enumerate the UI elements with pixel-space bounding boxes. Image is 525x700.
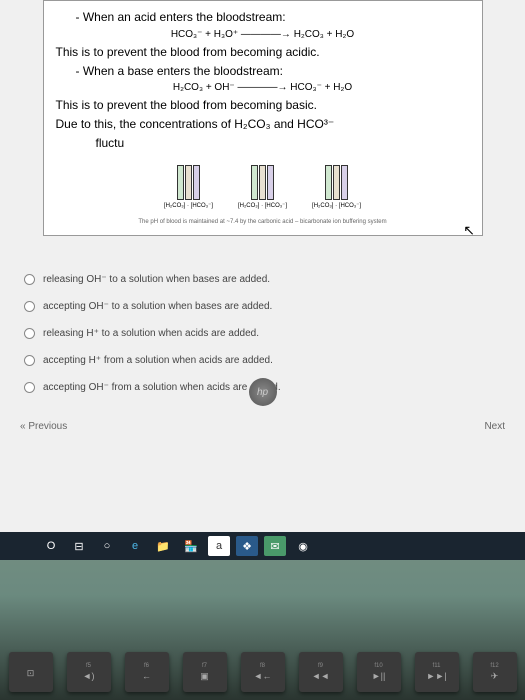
- taskview-icon[interactable]: ⊟: [68, 536, 90, 556]
- radio-icon[interactable]: [24, 301, 35, 312]
- quiz-screen: - When an acid enters the bloodstream: H…: [0, 0, 525, 560]
- option-text: accepting OH⁻ to a solution when bases a…: [43, 301, 272, 312]
- dropbox-icon[interactable]: ❖: [236, 536, 258, 556]
- key: f9◄◄: [299, 652, 343, 692]
- radio-icon[interactable]: [24, 382, 35, 393]
- next-button[interactable]: Next: [484, 421, 505, 432]
- mail-icon[interactable]: ✉: [264, 536, 286, 556]
- key: ⊡: [9, 652, 53, 692]
- edge-icon[interactable]: e: [124, 536, 146, 556]
- equation-2: H₂CO₃ + OH⁻ ————→ HCO₃⁻ + H₂O: [56, 81, 470, 95]
- equation-1: HCO₃⁻ + H₃O⁺ ————→ H₂CO₃ + H₂O: [56, 28, 470, 42]
- option-row[interactable]: releasing H⁺ to a solution when acids ar…: [20, 320, 505, 347]
- option-text: releasing OH⁻ to a solution when bases a…: [43, 274, 270, 285]
- key: f12✈: [473, 652, 517, 692]
- option-row[interactable]: accepting H⁺ from a solution when acids …: [20, 347, 505, 374]
- option-text: accepting H⁺ from a solution when acids …: [43, 355, 273, 366]
- text-line: This is to prevent the blood from becomi…: [56, 97, 470, 114]
- bar-group: [H₂CO₃] · [HCO₃⁻]: [312, 160, 361, 210]
- radio-icon[interactable]: [24, 274, 35, 285]
- chart-caption: The pH of blood is maintained at ~7.4 by…: [56, 218, 470, 226]
- store-icon[interactable]: 🏪: [180, 536, 202, 556]
- windows-taskbar: O ⊟ ○ e 📁 🏪 a ❖ ✉ ◉: [0, 532, 525, 560]
- key: f11►►|: [415, 652, 459, 692]
- key: f6←: [125, 652, 169, 692]
- text-line: - When a base enters the bloodstream:: [56, 63, 470, 80]
- folder-icon[interactable]: 📁: [152, 536, 174, 556]
- bar-group: [H₂CO₃] · [HCO₃⁻]: [164, 160, 213, 210]
- hp-logo: hp: [249, 378, 277, 406]
- key: f5◄): [67, 652, 111, 692]
- chrome-icon[interactable]: ◉: [292, 536, 314, 556]
- key: f8◄←: [241, 652, 285, 692]
- text-line: This is to prevent the blood from becomi…: [56, 44, 470, 61]
- text-line: Due to this, the concentrations of H₂CO₃…: [56, 116, 470, 133]
- key: f10►||: [357, 652, 401, 692]
- search-icon[interactable]: O: [40, 536, 62, 556]
- radio-icon[interactable]: [24, 355, 35, 366]
- option-text: accepting OH⁻ from a solution when acids…: [43, 382, 281, 393]
- option-row[interactable]: accepting OH⁻ to a solution when bases a…: [20, 293, 505, 320]
- bar-chart: [H₂CO₃] · [HCO₃⁻] [H₂CO₃] · [HCO₃⁻] [H₂C…: [56, 160, 470, 210]
- content-panel: - When an acid enters the bloodstream: H…: [43, 0, 483, 236]
- option-text: releasing H⁺ to a solution when acids ar…: [43, 328, 259, 339]
- key: f7▣: [183, 652, 227, 692]
- option-row[interactable]: releasing OH⁻ to a solution when bases a…: [20, 266, 505, 293]
- prev-button[interactable]: « Previous: [20, 421, 67, 432]
- keyboard-row: ⊡ f5◄) f6← f7▣ f8◄← f9◄◄ f10►|| f11►►| f…: [0, 652, 525, 692]
- bar-group: [H₂CO₃] · [HCO₃⁻]: [238, 160, 287, 210]
- cortana-icon[interactable]: ○: [96, 536, 118, 556]
- cursor-icon: ↖: [463, 222, 475, 239]
- radio-icon[interactable]: [24, 328, 35, 339]
- text-partial: fluctu: [56, 135, 470, 152]
- text-line: - When an acid enters the bloodstream:: [56, 9, 470, 26]
- app-icon[interactable]: a: [208, 536, 230, 556]
